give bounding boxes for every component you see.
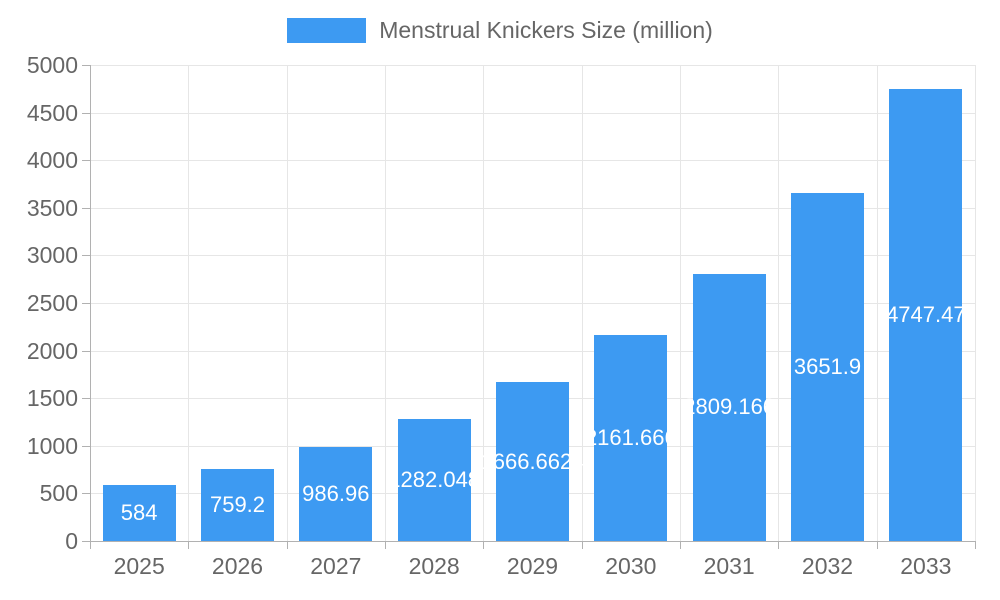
y-gridline [90, 207, 975, 209]
bar-value-label: 986.96 [302, 481, 370, 507]
y-axis-label: 5000 [26, 52, 78, 78]
x-tick-mark [483, 541, 485, 549]
legend-label: Menstrual Knickers Size (million) [379, 17, 713, 43]
y-tick-mark [82, 112, 90, 114]
y-tick-mark [82, 398, 90, 400]
y-tick-mark [82, 350, 90, 352]
plot-area: 0 500 1000 1500 2000 2500 3000 3500 4000 4500 5000… [27, 52, 976, 579]
y-axis-label: 3500 [26, 194, 78, 221]
y-tick-mark [82, 207, 90, 209]
bar-2027[interactable]: 986.96 [299, 447, 373, 541]
x-tick-mark [778, 541, 780, 549]
x-tick-mark [385, 541, 386, 549]
x-axis-label: 2026 [211, 553, 264, 579]
x-axis-label: 2030 [605, 553, 657, 579]
x-gridline [483, 65, 485, 541]
y-gridline [90, 255, 975, 257]
x-tick-mark [680, 541, 681, 549]
y-axis-label: 1500 [26, 385, 78, 412]
x-gridline [188, 65, 190, 541]
x-tick-mark [90, 541, 91, 549]
bar-2030[interactable]: 2161.666 [585, 335, 677, 541]
bar-2025[interactable]: 584 [102, 485, 176, 541]
x-tick-mark [581, 541, 583, 549]
y-tick-mark [82, 493, 90, 495]
bar-2028[interactable]: 1282.048 [388, 418, 480, 541]
y-axis-label: 3000 [26, 242, 78, 269]
x-gridline [385, 65, 386, 541]
bar-value-label: 4747.47 [886, 302, 966, 328]
x-tick-mark [286, 541, 288, 549]
y-axis-label: 2000 [26, 337, 78, 364]
x-gridline [581, 65, 583, 541]
y-tick-mark [82, 160, 90, 162]
bar-2032[interactable]: 3651.9 [791, 193, 864, 541]
x-axis-label: 2031 [703, 553, 755, 579]
y-gridline [90, 350, 975, 352]
x-tick-mark [876, 541, 878, 549]
x-axis-line [90, 541, 975, 542]
y-tick-mark [82, 541, 90, 542]
x-gridline [286, 65, 288, 541]
y-tick-mark [82, 255, 90, 257]
x-gridline [876, 65, 878, 541]
y-gridline [90, 65, 975, 66]
bar-value-label: 759.2 [209, 491, 266, 517]
y-tick-mark [82, 303, 90, 304]
y-tick-mark [82, 65, 90, 66]
y-axis-label: 500 [39, 480, 78, 507]
y-axis-label: 4000 [26, 147, 78, 174]
x-gridline [778, 65, 780, 541]
y-gridline [90, 303, 975, 304]
x-tick-mark [975, 541, 976, 549]
bar-value-label: 584 [120, 500, 158, 526]
bar-2026[interactable]: 759.2 [201, 468, 274, 541]
bar-value-label: 3651.9 [793, 354, 862, 380]
bar-value-label: 2809.166 [683, 394, 776, 420]
bar-2031[interactable]: 2809.166 [683, 273, 775, 541]
x-axis-label: 2025 [113, 553, 165, 579]
y-tick-mark [82, 445, 90, 447]
y-axis-label: 0 [65, 528, 78, 554]
x-axis-label: 2033 [900, 553, 952, 579]
x-axis-label: 2032 [801, 553, 854, 579]
legend-item[interactable]: Menstrual Knickers Size (million) [0, 16, 1000, 44]
bar-value-label: 2161.666 [584, 425, 677, 451]
y-axis-label: 1000 [26, 432, 78, 459]
x-axis-label: 2028 [408, 553, 460, 579]
bar-2029[interactable]: 1666.6624 [481, 382, 585, 541]
x-axis-label: 2029 [506, 553, 559, 579]
y-gridline [90, 160, 975, 162]
y-axis-label: 2500 [26, 290, 78, 316]
bar-2033[interactable]: 4747.47 [886, 89, 966, 541]
x-gridline [975, 65, 976, 541]
y-gridline [90, 112, 975, 114]
bar-value-label: 1666.6624 [480, 448, 585, 474]
y-axis-line [90, 65, 91, 541]
legend-swatch [287, 17, 367, 43]
bar-value-label: 1282.048 [388, 466, 481, 492]
x-axis-label: 2027 [310, 553, 362, 579]
x-tick-mark [188, 541, 190, 549]
y-axis-label: 4500 [26, 99, 78, 126]
x-gridline [680, 65, 681, 541]
